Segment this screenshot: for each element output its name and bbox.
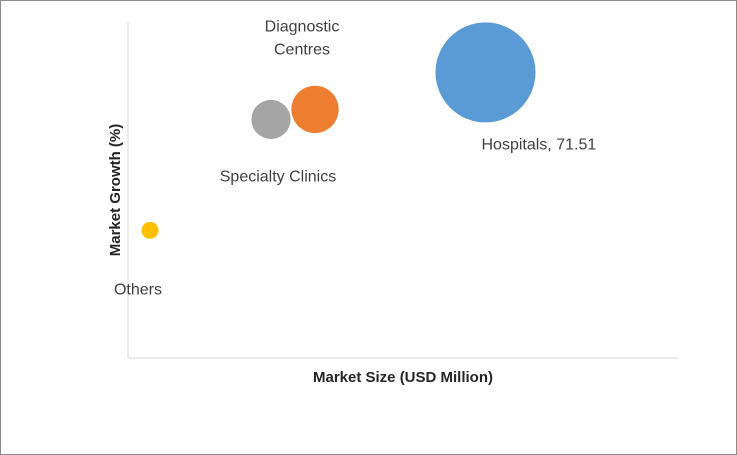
- data-label-line: Others: [114, 281, 162, 298]
- data-label-diagnostic-centres: Diagnostic Centres: [265, 18, 340, 58]
- data-label-specialty-clinics: Specialty Clinics: [220, 168, 336, 185]
- data-label-others: Others: [114, 281, 162, 298]
- bubble-group: [141, 22, 536, 239]
- data-label-hospitals: Hospitals, 71.51: [482, 136, 597, 153]
- data-label-line: Specialty Clinics: [220, 168, 336, 185]
- bubble-specialty-clinics: [251, 99, 291, 140]
- bubble-others: [141, 221, 159, 239]
- bubble-diagnostic-centres: [291, 85, 339, 134]
- data-label-line: Diagnostic: [265, 18, 340, 35]
- y-axis-title: Market Growth (%): [107, 124, 124, 257]
- label-group: Hospitals, 71.51 Diagnostic Centres Special…: [114, 18, 596, 298]
- x-axis-title: Market Size (USD Million): [313, 369, 493, 386]
- data-label-line: Hospitals, 71.51: [482, 136, 597, 153]
- bubble-hospitals: [435, 22, 536, 123]
- data-label-line: Centres: [274, 41, 330, 58]
